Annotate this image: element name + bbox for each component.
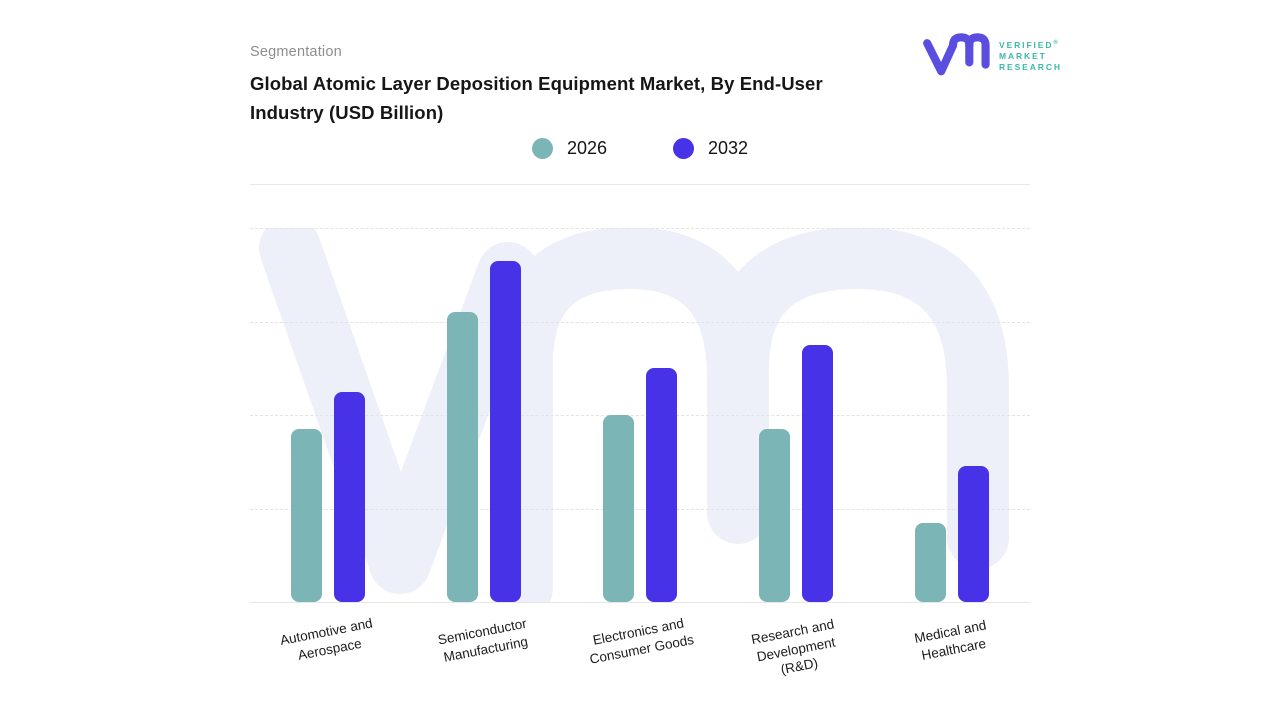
- registered-mark: ®: [1053, 39, 1058, 46]
- legend-item-2032: 2032: [673, 137, 749, 159]
- bar-2032-electronics-and-consumer-goods: [646, 368, 677, 602]
- bar-2026-research-and-development-r-d: [759, 429, 790, 602]
- gridline: [250, 415, 1030, 416]
- chart-title: Global Atomic Layer Deposition Equipment…: [250, 73, 823, 123]
- gridline: [250, 321, 1030, 323]
- bar-2032-medical-and-healthcare: [958, 466, 989, 602]
- legend-dot-icon: [673, 137, 694, 159]
- logo-line-market: MARKET: [999, 50, 1047, 61]
- vmr-logo-text: VERIFIED® MARKET RESEARCH: [999, 39, 1062, 72]
- legend-label: 2032: [708, 137, 749, 158]
- plot-area: [250, 228, 1030, 603]
- legend-dot-icon: [531, 137, 553, 159]
- legend-item-2026: 2026: [531, 137, 607, 159]
- gridline: [250, 228, 1030, 229]
- bar-2032-semiconductor-manufacturing: [490, 261, 521, 602]
- bar-2026-electronics-and-consumer-goods: [603, 415, 634, 602]
- bar-2032-automotive-and-aerospace: [334, 392, 365, 602]
- bar-2032-research-and-development-r-d: [802, 345, 833, 602]
- eyebrow-label: Segmentation: [250, 44, 342, 60]
- gridline: [250, 508, 1030, 510]
- legend-label: 2026: [566, 137, 607, 158]
- chart-legend: 2026 2032: [250, 134, 1030, 162]
- bar-2026-medical-and-healthcare: [915, 523, 946, 602]
- bar-2026-automotive-and-aerospace: [291, 429, 322, 602]
- logo-line-research: RESEARCH: [999, 61, 1062, 72]
- vmr-logo: VERIFIED® MARKET RESEARCH: [922, 30, 1062, 80]
- header-divider: [250, 184, 1030, 185]
- chart-header: Segmentation Global Atomic Layer Deposit…: [250, 44, 950, 127]
- vmr-monogram-icon: [923, 33, 990, 76]
- x-axis-labels: Automotive and Aerospace Semiconductor Manu…: [250, 603, 1030, 713]
- bar-2026-semiconductor-manufacturing: [447, 312, 478, 602]
- logo-line-verified: VERIFIED®: [999, 39, 1058, 50]
